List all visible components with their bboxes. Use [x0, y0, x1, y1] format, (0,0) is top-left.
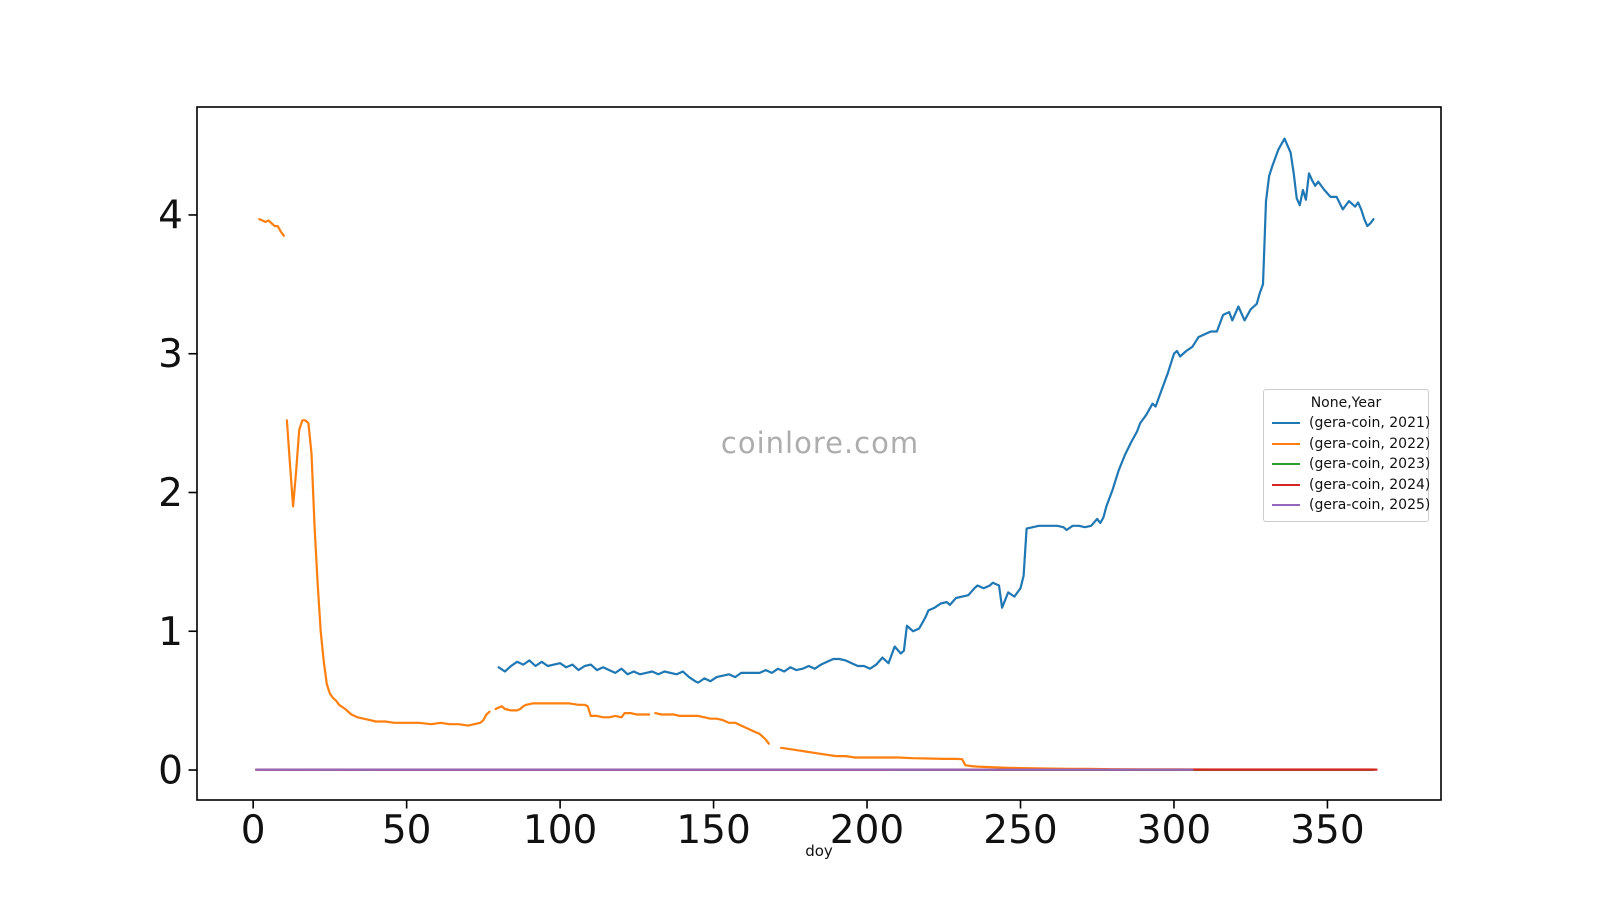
series-line-gera-coin-2022 [285, 419, 491, 727]
x-tick-label: 300 [1137, 808, 1211, 853]
x-tick-label: 0 [241, 808, 266, 853]
legend-swatch [1272, 422, 1300, 425]
legend-swatch [1272, 504, 1300, 507]
legend-swatch [1272, 483, 1300, 486]
plot-border [196, 106, 1442, 801]
legend-items: (gera-coin, 2021) (gera-coin, 2022) (gera-… [1272, 413, 1430, 516]
legend-label: (gera-coin, 2022) [1309, 435, 1431, 452]
y-tick-label: 2 [158, 471, 183, 516]
y-tick-label: 3 [158, 332, 183, 377]
x-axis-label: doy [805, 842, 833, 860]
x-tick-label: 350 [1290, 808, 1364, 853]
x-tick-label: 250 [983, 808, 1057, 853]
legend-label: (gera-coin, 2021) [1309, 415, 1431, 432]
legend-label: (gera-coin, 2024) [1309, 476, 1431, 493]
legend-title: None,Year [1310, 395, 1382, 411]
y-tick-label: 0 [158, 749, 183, 794]
series-line-gera-coin-2022 [779, 746, 1375, 771]
series-line-gera-coin-2022 [494, 702, 651, 719]
x-tick-label: 100 [523, 808, 597, 853]
legend-item: (gera-coin, 2022) [1272, 434, 1430, 455]
legend-swatch [1272, 442, 1300, 445]
legend-item: (gera-coin, 2025) [1272, 495, 1430, 516]
x-tick-label: 50 [382, 808, 432, 853]
y-tick-label: 4 [158, 193, 183, 238]
legend-item: (gera-coin, 2023) [1272, 454, 1430, 475]
x-tick-label: 150 [676, 808, 750, 853]
series-line-gera-coin-2022 [258, 218, 285, 237]
legend: None,Year (gera-coin, 2021) (gera-coin, 2… [1263, 389, 1430, 522]
watermark: coinlore.com [720, 426, 920, 460]
legend-label: (gera-coin, 2023) [1309, 456, 1431, 473]
legend-item: (gera-coin, 2021) [1272, 413, 1430, 434]
x-tick-label: 200 [830, 808, 904, 853]
legend-swatch [1272, 463, 1300, 466]
series-line-gera-coin-2022 [654, 711, 770, 745]
series-line-gera-coin-2021 [497, 137, 1375, 684]
legend-item: (gera-coin, 2024) [1272, 475, 1430, 496]
legend-label: (gera-coin, 2025) [1309, 497, 1431, 514]
y-tick-label: 1 [158, 610, 183, 655]
